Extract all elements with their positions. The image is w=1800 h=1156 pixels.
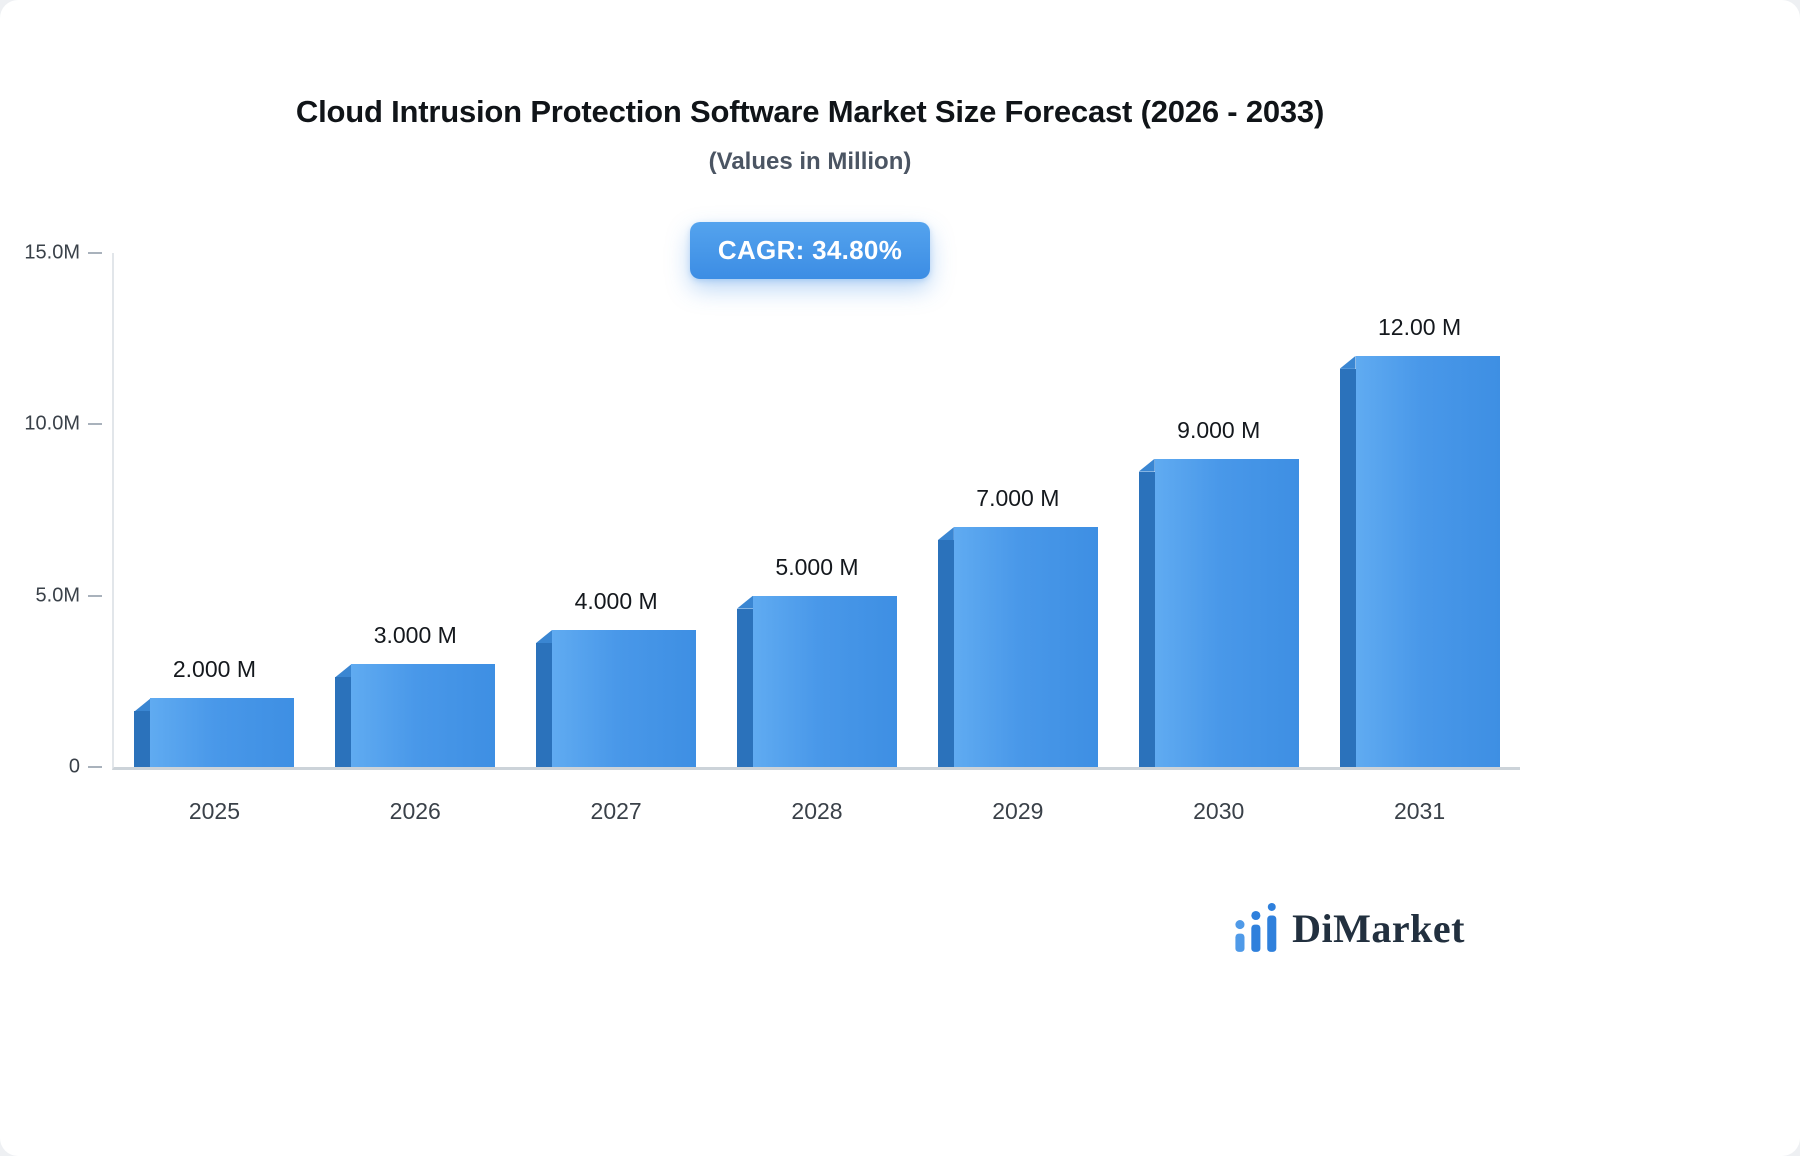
bar-bevel [536, 629, 553, 643]
x-axis-label: 2030 [1193, 798, 1245, 824]
bar-main-face [552, 629, 697, 767]
chart-title: Cloud Intrusion Protection Software Mark… [295, 94, 1325, 129]
y-axis-tick [88, 423, 102, 426]
bar-side-face [1339, 368, 1356, 767]
bar-side-face [1138, 471, 1155, 767]
x-axis-label: 2025 [188, 798, 241, 824]
y-axis-tick [88, 766, 102, 768]
bar-slot: 12.00 M 2031 [1319, 253, 1520, 824]
bar-slot: 3.000 M 2026 [315, 253, 516, 824]
bar-value-label: 5.000 M [775, 553, 859, 580]
bar-2031[interactable]: 12.00 M [1339, 314, 1500, 767]
x-axis-label: 2028 [791, 798, 843, 824]
bar-2029[interactable]: 7.000 M [937, 485, 1098, 767]
dimarket-logo: DiMarket [1234, 903, 1465, 953]
bar-main-face [1154, 458, 1299, 767]
bar-main-face [953, 527, 1098, 767]
y-axis-label: 0 [68, 755, 80, 778]
bar-2030[interactable]: 9.000 M [1138, 417, 1299, 767]
bar-value-label: 2.000 M [172, 656, 256, 683]
chart-subtitle: (Values in Million) [708, 148, 912, 175]
bar-value-label: 4.000 M [574, 587, 658, 614]
bar-2025[interactable]: 2.000 M [134, 656, 295, 767]
y-axis-label: 5.0M [35, 584, 80, 607]
bar-2026[interactable]: 3.000 M [335, 622, 496, 767]
bar-value-label: 12.00 M [1378, 313, 1462, 340]
bar-value-label: 3.000 M [373, 622, 457, 649]
x-axis-label: 2029 [992, 798, 1044, 824]
bar-bevel [736, 595, 753, 609]
plot-area: 2.000 M 2025 3.000 M 2026 4.000 M 2027 5.000 M… [24, 242, 1520, 824]
bar-bevel [937, 527, 954, 541]
bar-bevel [1138, 458, 1155, 472]
bar-value-label: 7.000 M [976, 485, 1060, 512]
x-axis-label: 2026 [389, 798, 441, 824]
bar-main-face [1355, 355, 1500, 767]
cagr-badge-wrap: CAGR: 34.80% [0, 222, 1620, 279]
bar-side-face [937, 540, 954, 767]
bar-bevel [335, 664, 352, 678]
y-axis-label: 10.0M [24, 412, 80, 435]
y-axis-tick [88, 252, 102, 254]
bar-value-label: 9.000 M [1177, 416, 1261, 443]
bar-slot: 7.000 M 2029 [917, 253, 1118, 824]
x-axis-label: 2031 [1393, 798, 1446, 824]
dimarket-logo-icon [1234, 903, 1280, 953]
y-axis-label: 15.0M [24, 241, 80, 264]
bar-bevel [134, 698, 151, 712]
bar-slot: 2.000 M 2025 [114, 253, 315, 824]
bar-main-face [752, 595, 897, 767]
bar-side-face [134, 711, 151, 767]
bar-side-face [536, 642, 553, 767]
cagr-badge: CAGR: 34.80% [689, 222, 931, 279]
bar-2028[interactable]: 5.000 M [736, 554, 897, 767]
bar-slot: 4.000 M 2027 [516, 253, 717, 824]
bar-side-face [736, 608, 753, 767]
bar-slot: 9.000 M 2030 [1118, 253, 1319, 824]
bar-side-face [335, 677, 352, 767]
bar-main-face [351, 664, 496, 767]
bar-slot: 5.000 M 2028 [717, 253, 918, 824]
dimarket-logo-text: DiMarket [1292, 905, 1465, 951]
bar-main-face [150, 698, 295, 767]
bar-2027[interactable]: 4.000 M [536, 588, 697, 767]
bar-bevel [1339, 355, 1356, 369]
x-axis-label: 2027 [590, 798, 642, 824]
y-axis-tick [88, 594, 102, 597]
